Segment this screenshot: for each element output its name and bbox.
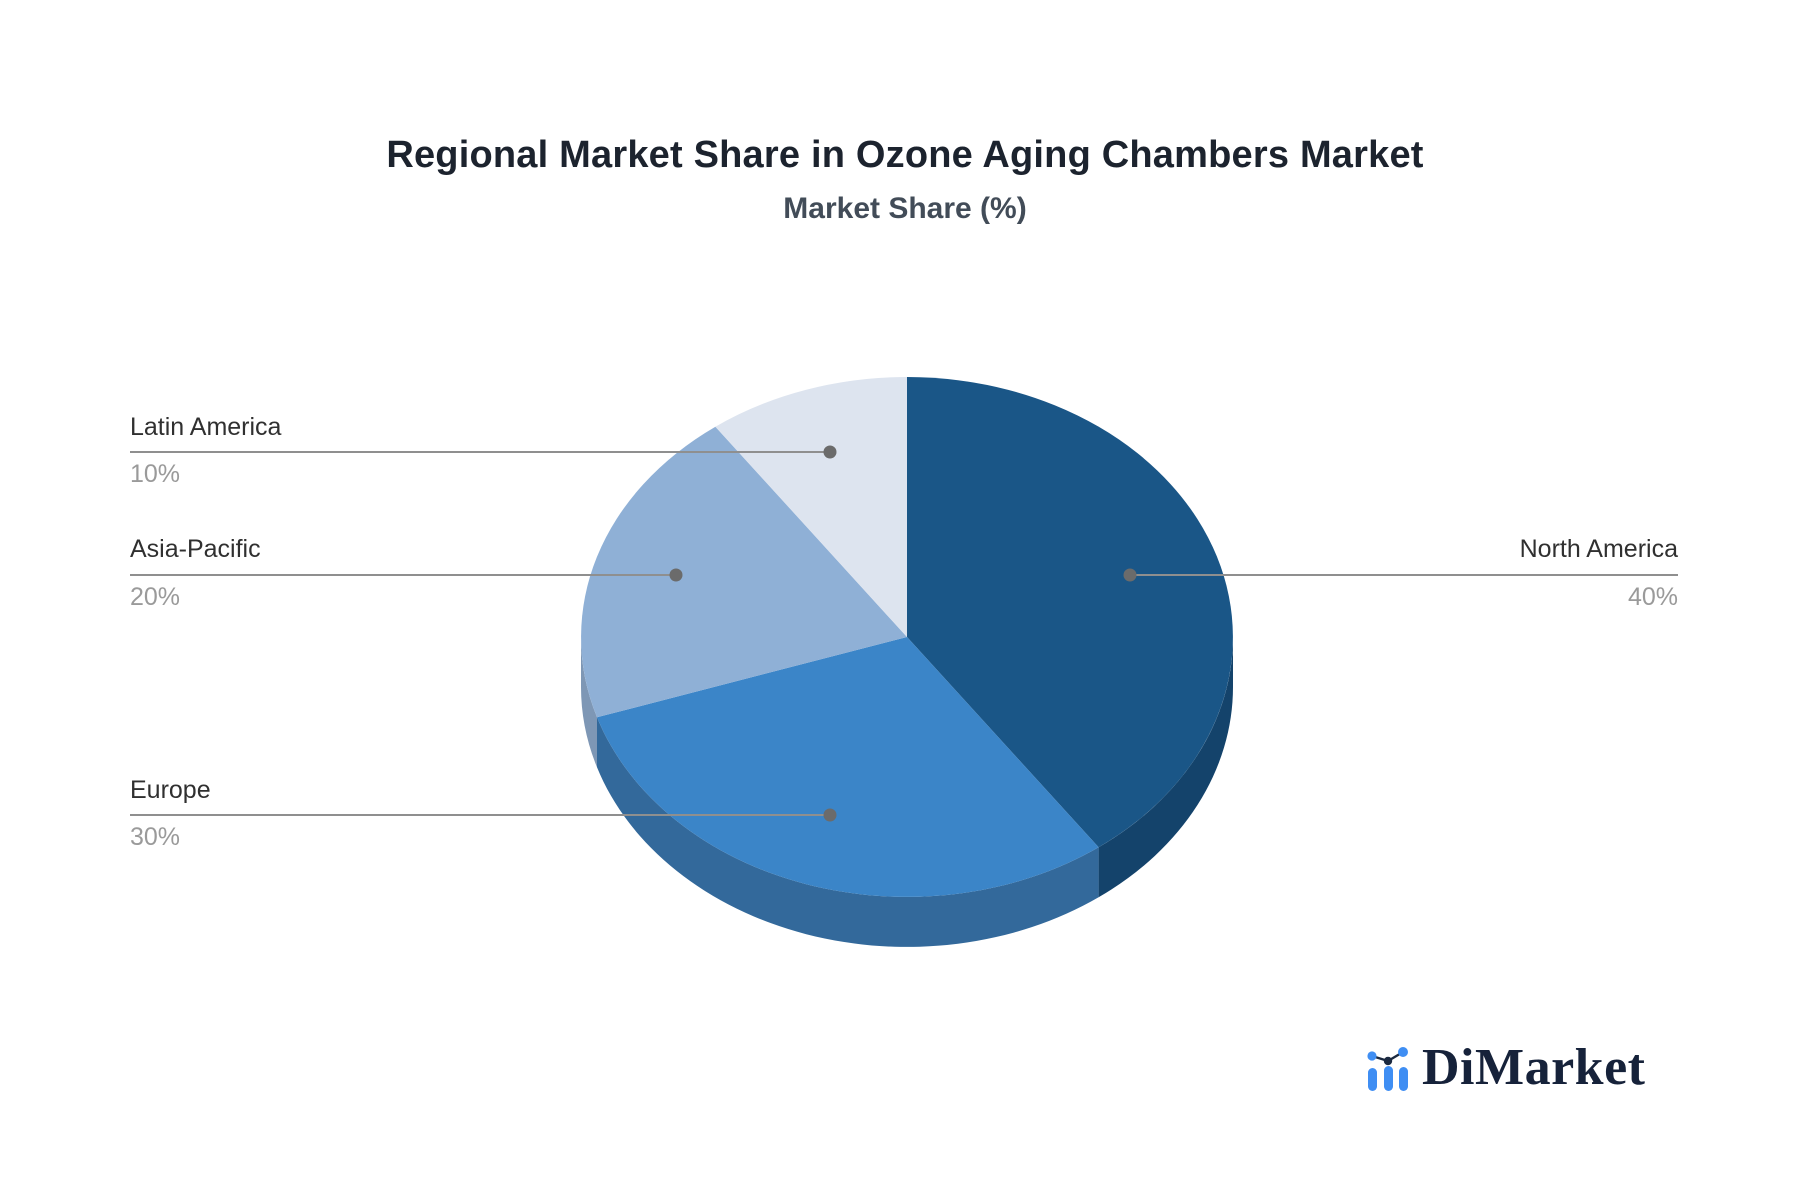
slice-value-asia-pacific: 20% [130,583,181,611]
slice-label-europe: Europe [130,776,211,804]
leader-dot-europe [823,808,837,822]
leader-dot-north-america [1123,568,1137,582]
pie-side-asia-pacific [581,637,597,768]
chart-subtitle: Market Share (%) [783,192,1027,225]
slice-value-europe: 30% [130,823,181,851]
pie-side-europe [597,717,1099,947]
brand-logo-text: DiMarket [1422,1039,1646,1096]
bar-line-chart-icon [1367,1047,1408,1091]
slice-label-latin-america: Latin America [130,413,282,441]
pie-3d [581,377,1233,947]
pie-slice-north-america [907,377,1233,848]
pie-slice-europe [597,637,1099,897]
leader-lines [130,445,1678,822]
pie-slice-asia-pacific [581,426,907,718]
slice-label-north-america: North America [1519,535,1678,563]
slice-label-asia-pacific: Asia-Pacific [130,535,261,563]
pie-side-north-america [1098,637,1233,898]
slice-value-north-america: 40% [1627,583,1678,611]
pie-slice-latin-america [715,377,907,637]
slice-value-latin-america: 10% [130,460,181,488]
chart-title: Regional Market Share in Ozone Aging Cha… [386,134,1424,176]
leader-dot-asia-pacific [669,568,683,582]
brand-logo: DiMarket [1364,1040,1645,1096]
leader-dot-latin-america [823,445,837,459]
